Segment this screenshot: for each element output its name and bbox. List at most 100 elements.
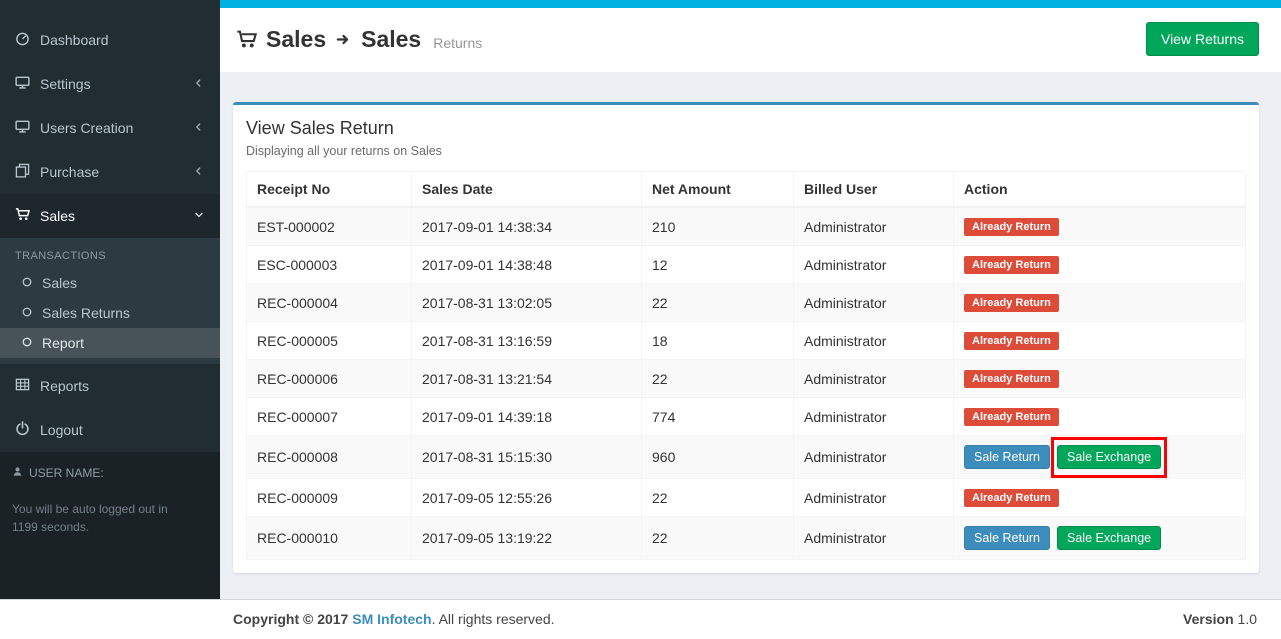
- column-header-action: Action: [953, 171, 1246, 208]
- sidebar-item-label: Purchase: [40, 164, 100, 180]
- already-return-badge: Already Return: [964, 256, 1059, 274]
- table-row: REC-000007 2017-09-01 14:39:18 774 Administ…: [246, 397, 1246, 436]
- auto-logout-line2: 1199 seconds.: [12, 520, 90, 534]
- already-return-badge: Already Return: [964, 370, 1059, 388]
- sidebar-item-purchase[interactable]: Purchase: [0, 150, 220, 194]
- action-cell: Sale Return Sale Exchange: [953, 435, 1246, 479]
- circle-icon: [21, 335, 33, 351]
- action-cell: Sale Return Sale Exchange: [953, 516, 1246, 560]
- chevron-left-icon: [193, 76, 205, 92]
- content-header: Sales Sales Returns View Returns: [220, 8, 1281, 72]
- table-row: REC-000004 2017-08-31 13:02:05 22 Administr…: [246, 283, 1246, 322]
- panel-header: View Sales Return Displaying all your re…: [233, 105, 1259, 167]
- sales-date-cell: 2017-09-01 14:39:18: [411, 397, 642, 436]
- action-cell: Already Return: [953, 321, 1246, 360]
- transactions-section-label: TRANSACTIONS: [15, 250, 106, 262]
- user-name-label: USER NAME:: [29, 466, 104, 480]
- net-amount-cell: 960: [641, 435, 794, 479]
- sidebar-item-label: Sales: [40, 208, 76, 224]
- sidebar-item-settings[interactable]: Settings: [0, 62, 220, 106]
- net-amount-cell: 774: [641, 397, 794, 436]
- net-amount-cell: 210: [641, 206, 794, 246]
- user-name-row: USER NAME:: [12, 466, 208, 480]
- rights-text: . All rights reserved.: [431, 611, 555, 627]
- sidebar-item-label: Settings: [40, 76, 91, 92]
- sales-returns-table: Receipt No Sales Date Net Amount Billed …: [246, 171, 1246, 560]
- submenu-item-label: Sales: [42, 275, 78, 291]
- net-amount-cell: 22: [641, 516, 794, 560]
- table-row: REC-000009 2017-09-05 12:55:26 22 Administr…: [246, 478, 1246, 517]
- red-annotation-box: Sale Exchange: [1050, 437, 1168, 478]
- action-cell: Already Return: [953, 478, 1246, 517]
- sidebar-item-label: Dashboard: [40, 32, 109, 48]
- submenu-item-sales-returns[interactable]: Sales Returns: [0, 298, 220, 328]
- billed-user-cell: Administrator: [793, 321, 954, 360]
- table-header: Receipt No Sales Date Net Amount Billed …: [246, 171, 1246, 208]
- sales-date-cell: 2017-09-05 12:55:26: [411, 478, 642, 517]
- version-label: Version: [1183, 611, 1234, 627]
- sidebar-item-sales[interactable]: Sales: [0, 194, 220, 238]
- power-icon: [15, 421, 30, 439]
- net-amount-cell: 22: [641, 478, 794, 517]
- table-row: REC-000005 2017-08-31 13:16:59 18 Administr…: [246, 321, 1246, 360]
- already-return-badge: Already Return: [964, 332, 1059, 350]
- billed-user-cell: Administrator: [793, 283, 954, 322]
- sidebar-item-label: Reports: [40, 378, 90, 394]
- submenu-item-sales[interactable]: Sales: [0, 268, 220, 298]
- billed-user-cell: Administrator: [793, 478, 954, 517]
- sales-date-cell: 2017-08-31 15:15:30: [411, 435, 642, 479]
- user-icon: [12, 466, 23, 480]
- sale-return-button[interactable]: Sale Return: [964, 526, 1051, 550]
- version-value: 1.0: [1237, 611, 1257, 627]
- copyright-text: Copyright © 2017: [233, 611, 349, 627]
- table-row: REC-000010 2017-09-05 13:19:22 22 Administr…: [246, 516, 1246, 560]
- already-return-badge: Already Return: [964, 294, 1059, 312]
- action-cell: Already Return: [953, 245, 1246, 284]
- sale-exchange-button[interactable]: Sale Exchange: [1057, 445, 1162, 469]
- sidebar-item-dashboard[interactable]: Dashboard: [0, 18, 220, 62]
- user-panel: USER NAME: You will be auto logged out i…: [0, 452, 220, 599]
- submenu-item-report[interactable]: Report: [0, 328, 220, 358]
- chevron-down-icon: [193, 208, 205, 224]
- billed-user-cell: Administrator: [793, 516, 954, 560]
- breadcrumb: Sales Sales Returns: [236, 20, 482, 53]
- chevron-left-icon: [193, 164, 205, 180]
- submenu-item-label: Report: [42, 335, 85, 351]
- receipt-no-cell: REC-000009: [246, 478, 412, 517]
- breadcrumb-tertiary: Returns: [433, 34, 483, 51]
- dashboard-icon: [15, 31, 30, 49]
- billed-user-cell: Administrator: [793, 397, 954, 436]
- sidebar-item-reports[interactable]: Reports: [0, 364, 220, 408]
- receipt-no-cell: REC-000010: [246, 516, 412, 560]
- sales-date-cell: 2017-08-31 13:16:59: [411, 321, 642, 360]
- receipt-no-cell: REC-000005: [246, 321, 412, 360]
- already-return-badge: Already Return: [964, 218, 1059, 236]
- company-link[interactable]: SM Infotech: [352, 611, 432, 627]
- auto-logout-notice: You will be auto logged out in 1199 seco…: [12, 500, 208, 536]
- table-icon: [15, 377, 30, 395]
- table-body: EST-000002 2017-09-01 14:38:34 210 Administ…: [246, 206, 1246, 560]
- sales-return-panel: View Sales Return Displaying all your re…: [233, 102, 1259, 573]
- already-return-badge: Already Return: [964, 489, 1059, 507]
- sales-date-cell: 2017-09-01 14:38:48: [411, 245, 642, 284]
- top-accent-bar: [220, 0, 1281, 8]
- submenu-item-label: Sales Returns: [42, 305, 130, 321]
- sale-return-button[interactable]: Sale Return: [964, 445, 1051, 469]
- sidebar: Dashboard Settings Users Creation Purcha…: [0, 0, 220, 599]
- sidebar-item-users-creation[interactable]: Users Creation: [0, 106, 220, 150]
- receipt-no-cell: ESC-000003: [246, 245, 412, 284]
- desktop-icon: [15, 75, 30, 93]
- action-cell: Already Return: [953, 359, 1246, 398]
- cart-icon: [15, 207, 30, 225]
- table-row: ESC-000003 2017-09-01 14:38:48 12 Administr…: [246, 245, 1246, 284]
- desktop-icon: [15, 119, 30, 137]
- sale-exchange-button[interactable]: Sale Exchange: [1057, 526, 1162, 550]
- net-amount-cell: 22: [641, 359, 794, 398]
- receipt-no-cell: REC-000004: [246, 283, 412, 322]
- panel-subtitle: Displaying all your returns on Sales: [246, 144, 442, 158]
- sidebar-item-logout[interactable]: Logout: [0, 408, 220, 452]
- receipt-no-cell: REC-000008: [246, 435, 412, 479]
- receipt-no-cell: REC-000006: [246, 359, 412, 398]
- view-returns-button[interactable]: View Returns: [1145, 22, 1259, 56]
- app: Dashboard Settings Users Creation Purcha…: [0, 0, 1281, 599]
